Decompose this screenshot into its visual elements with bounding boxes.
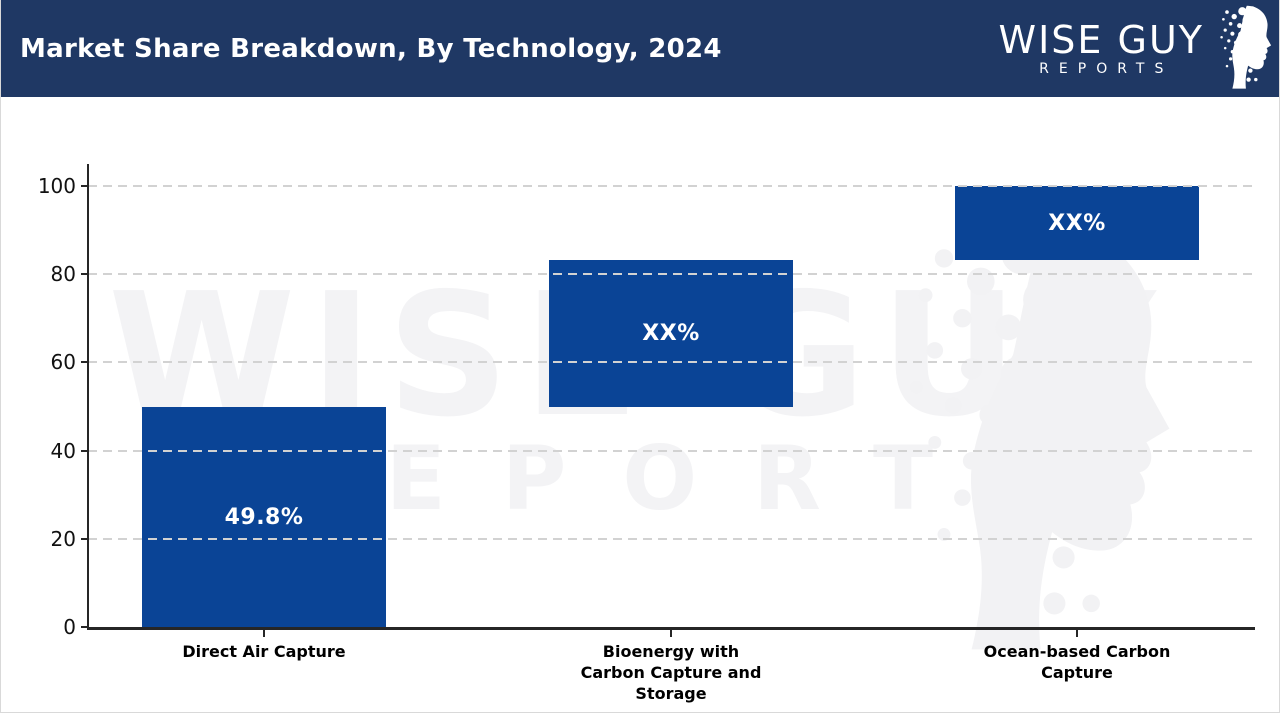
bar-value-label: 49.8% <box>224 504 304 530</box>
y-tick <box>81 361 88 364</box>
brand-text: WISE GUY REPORTS <box>999 20 1204 77</box>
brand-logo: WISE GUY REPORTS <box>999 2 1274 95</box>
x-category-label: Bioenergy with Carbon Capture and Storag… <box>580 642 762 703</box>
x-category-label: Direct Air Capture <box>182 642 346 661</box>
x-tick <box>263 629 265 637</box>
x-axis <box>87 627 1255 630</box>
y-tick <box>81 185 88 187</box>
y-tick <box>81 537 88 540</box>
y-tick <box>81 449 88 452</box>
brand-subtitle: REPORTS <box>1039 61 1174 77</box>
brand-face-icon <box>1220 5 1272 89</box>
bar: 49.8% <box>142 407 386 627</box>
page-title: Market Share Breakdown, By Technology, 2… <box>20 33 722 64</box>
gridline <box>88 537 1255 540</box>
y-tick-label: 0 <box>63 615 76 639</box>
y-axis <box>87 164 89 630</box>
bar: XX% <box>955 186 1199 261</box>
gridline <box>88 273 1255 276</box>
bar: XX% <box>549 260 793 408</box>
header-bar: Market Share Breakdown, By Technology, 2… <box>0 0 1280 97</box>
y-tick-label: 40 <box>50 438 76 463</box>
y-tick <box>81 273 88 276</box>
gridline <box>88 185 1255 187</box>
gridline <box>88 361 1255 364</box>
y-tick-label: 60 <box>50 350 76 375</box>
y-tick-label: 100 <box>37 174 76 198</box>
y-tick-label: 80 <box>50 262 76 287</box>
y-tick <box>81 626 88 628</box>
bar-value-label: XX% <box>1048 210 1106 236</box>
bar-value-label: XX% <box>642 321 700 347</box>
gridline <box>88 449 1255 452</box>
watermark-subtext: REPORTS <box>262 427 1109 530</box>
y-tick-label: 20 <box>50 526 76 551</box>
x-category-label: Ocean-based Carbon Capture <box>983 642 1171 682</box>
watermark-face-icon <box>909 226 1170 650</box>
x-tick <box>670 629 672 637</box>
brand-name: WISE GUY <box>998 18 1204 62</box>
chart-area: WISE GUY REPORTS 0 20 40 60 80 100 49.8% Direct… <box>0 97 1280 713</box>
x-tick <box>1076 629 1078 637</box>
